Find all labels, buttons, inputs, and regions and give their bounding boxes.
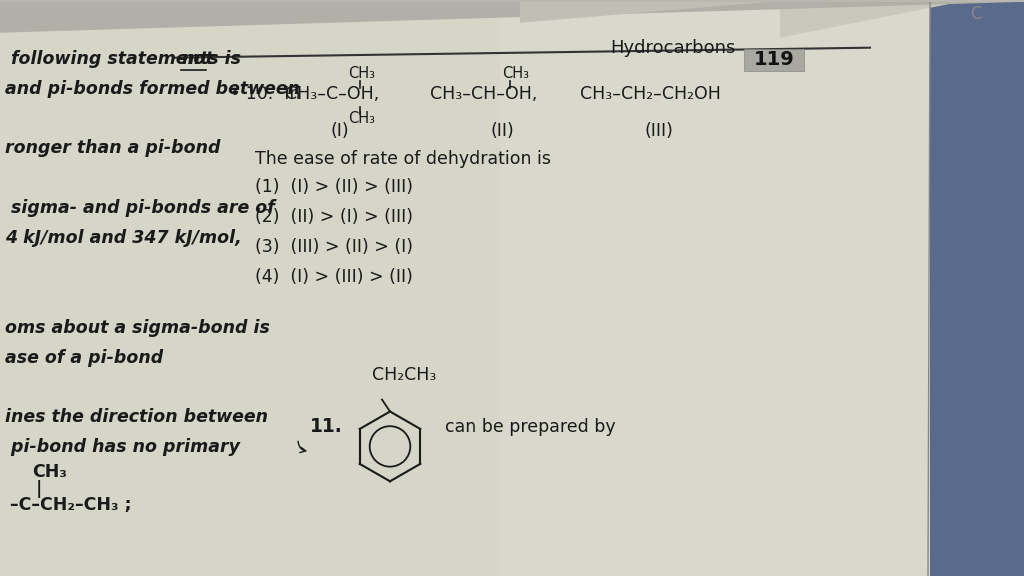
Text: (I): (I) <box>330 122 348 141</box>
Text: CH₃–CH₂–CH₂OH: CH₃–CH₂–CH₂OH <box>580 85 721 103</box>
Text: • 10.  In: • 10. In <box>230 85 306 103</box>
Text: (2)  (II) > (I) > (III): (2) (II) > (I) > (III) <box>255 208 413 226</box>
Text: and pi-bonds formed between: and pi-bonds formed between <box>5 79 300 97</box>
FancyBboxPatch shape <box>744 49 804 71</box>
Text: ines the direction between: ines the direction between <box>5 408 268 426</box>
Text: (II): (II) <box>490 122 514 141</box>
Polygon shape <box>520 2 770 23</box>
Text: CH₃: CH₃ <box>348 66 375 81</box>
Text: CH₂CH₃: CH₂CH₃ <box>372 366 436 384</box>
Polygon shape <box>930 2 1024 576</box>
Text: oms about a sigma-bond is: oms about a sigma-bond is <box>5 319 270 337</box>
Text: C: C <box>970 5 981 23</box>
Text: The ease of rate of dehydration is: The ease of rate of dehydration is <box>255 150 551 168</box>
Text: 11.: 11. <box>310 418 343 437</box>
Polygon shape <box>500 2 930 576</box>
Text: (III): (III) <box>645 122 674 141</box>
Text: ronger than a pi-bond: ronger than a pi-bond <box>5 139 220 157</box>
Text: following statements is: following statements is <box>5 50 247 67</box>
Text: pi-bond has no primary: pi-bond has no primary <box>5 438 240 456</box>
Text: 4 kJ/mol and 347 kJ/mol,: 4 kJ/mol and 347 kJ/mol, <box>5 229 242 247</box>
Polygon shape <box>0 2 1024 33</box>
Text: CH₃–CH–OH,: CH₃–CH–OH, <box>430 85 538 103</box>
Text: –C–CH₂–CH₃ ;: –C–CH₂–CH₃ ; <box>10 496 132 514</box>
Text: ase of a pi-bond: ase of a pi-bond <box>5 348 163 367</box>
Text: not: not <box>181 50 214 67</box>
Text: sigma- and pi-bonds are of: sigma- and pi-bonds are of <box>5 199 274 217</box>
Polygon shape <box>780 2 961 37</box>
Text: Hydrocarbons: Hydrocarbons <box>610 39 735 56</box>
Polygon shape <box>0 2 500 576</box>
Text: CH₃–C–OH,: CH₃–C–OH, <box>285 85 379 103</box>
Text: (4)  (I) > (III) > (II): (4) (I) > (III) > (II) <box>255 268 413 286</box>
Text: (1)  (I) > (II) > (III): (1) (I) > (II) > (III) <box>255 178 413 196</box>
Text: can be prepared by: can be prepared by <box>445 418 615 437</box>
Text: CH₃: CH₃ <box>348 111 375 127</box>
Text: 119: 119 <box>754 50 795 69</box>
Text: (3)  (III) > (II) > (I): (3) (III) > (II) > (I) <box>255 238 413 256</box>
Text: |: | <box>36 480 42 498</box>
Text: CH₃: CH₃ <box>502 66 529 81</box>
Text: CH₃: CH₃ <box>32 463 67 482</box>
